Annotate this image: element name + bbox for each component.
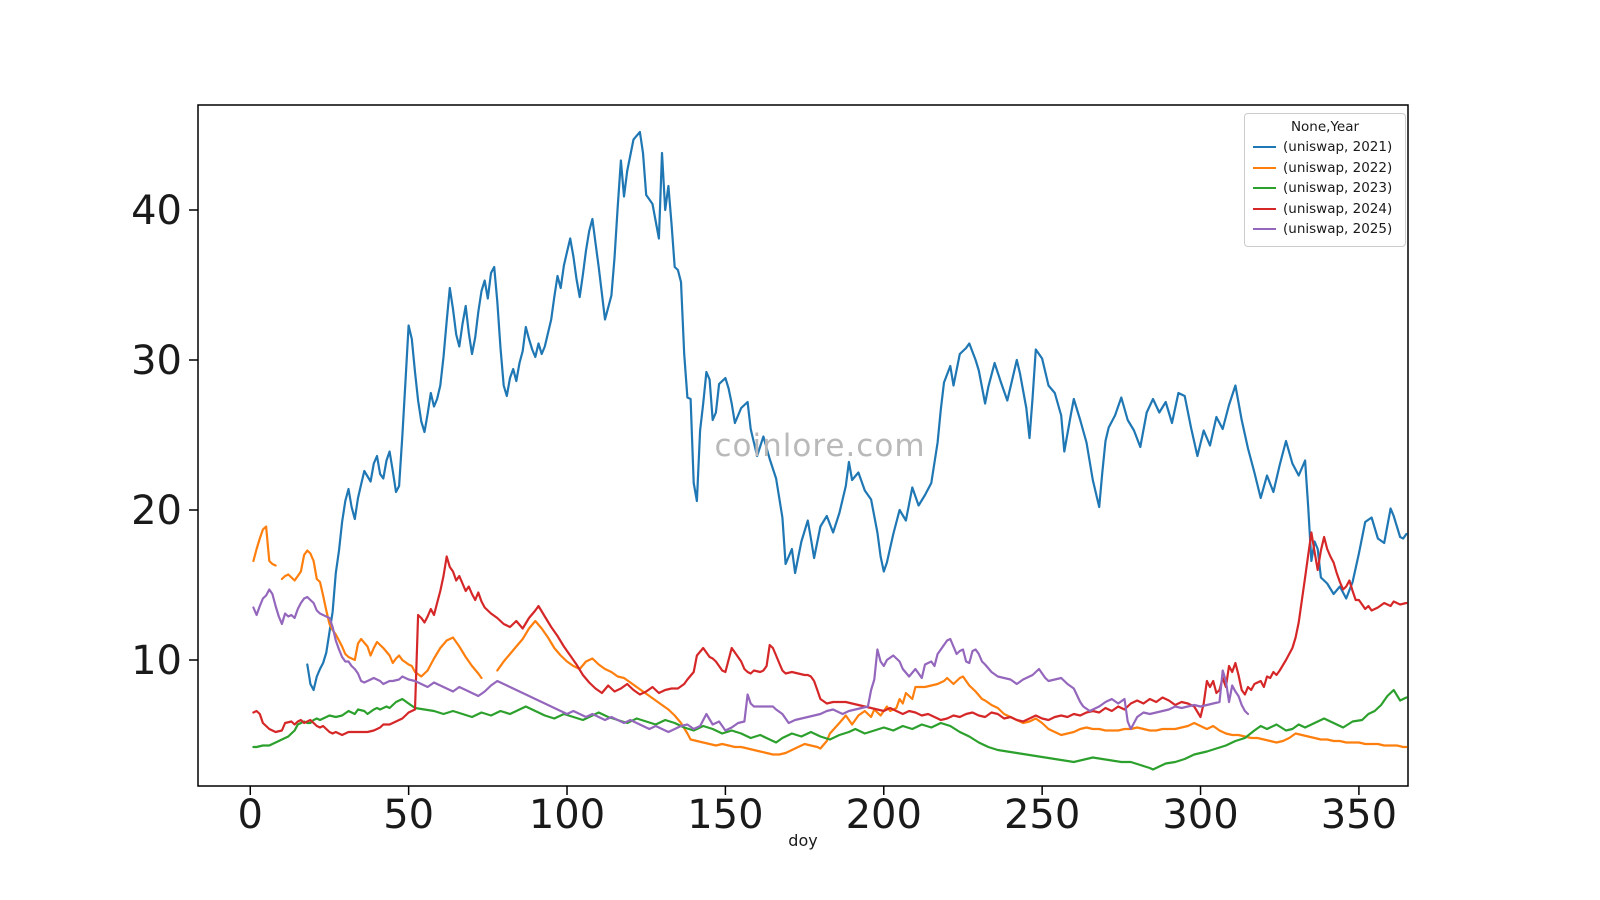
legend-item: (uniswap, 2022) [1253, 158, 1397, 179]
y-tick-label: 20 [131, 488, 182, 534]
legend-swatch-line [1253, 228, 1276, 231]
series-line-uniswap-2025 [252, 588, 1250, 734]
plot-frame [197, 104, 1409, 787]
legend-item-label: (uniswap, 2022) [1283, 159, 1393, 176]
watermark-text: coinlore.com [714, 428, 926, 464]
x-tick-label: 350 [1321, 792, 1397, 838]
legend-item-label: (uniswap, 2023) [1283, 180, 1393, 197]
legend-title: None,Year [1290, 119, 1360, 135]
series-line-uniswap-2022 [252, 525, 1408, 756]
x-axis-label: doy [788, 831, 818, 850]
legend-swatch-line [1253, 166, 1276, 169]
y-tick-label: 30 [131, 338, 182, 384]
y-tick-label: 40 [131, 188, 182, 234]
y-tick-label: 10 [131, 638, 182, 684]
x-tick-label: 200 [846, 792, 922, 838]
x-tick-label: 150 [687, 792, 763, 838]
x-tick-label: 250 [1004, 792, 1080, 838]
legend-swatch-line [1253, 146, 1276, 149]
legend-swatch-line [1253, 207, 1276, 210]
legend-items: (uniswap, 2021) (uniswap, 2022) (uniswap, … [1253, 137, 1397, 240]
legend-item: (uniswap, 2025) [1253, 219, 1397, 240]
series-line-uniswap-2023 [252, 688, 1408, 771]
series-line-uniswap-2021 [306, 130, 1408, 692]
x-tick-label: 100 [529, 792, 605, 838]
series-line-uniswap-2024 [252, 531, 1408, 737]
legend-box: None,Year (uniswap, 2021) (uniswap, 2022)… [1244, 113, 1406, 247]
legend-item: (uniswap, 2024) [1253, 199, 1397, 220]
x-tick-label: 0 [238, 792, 263, 838]
legend-item-label: (uniswap, 2021) [1283, 139, 1393, 156]
x-tick-label: 50 [383, 792, 434, 838]
legend-item-label: (uniswap, 2024) [1283, 200, 1393, 217]
legend-item-label: (uniswap, 2025) [1283, 221, 1393, 238]
legend-item: (uniswap, 2023) [1253, 178, 1397, 199]
legend-item: (uniswap, 2021) [1253, 137, 1397, 158]
x-tick-label: 300 [1162, 792, 1238, 838]
legend-swatch-line [1253, 187, 1276, 190]
